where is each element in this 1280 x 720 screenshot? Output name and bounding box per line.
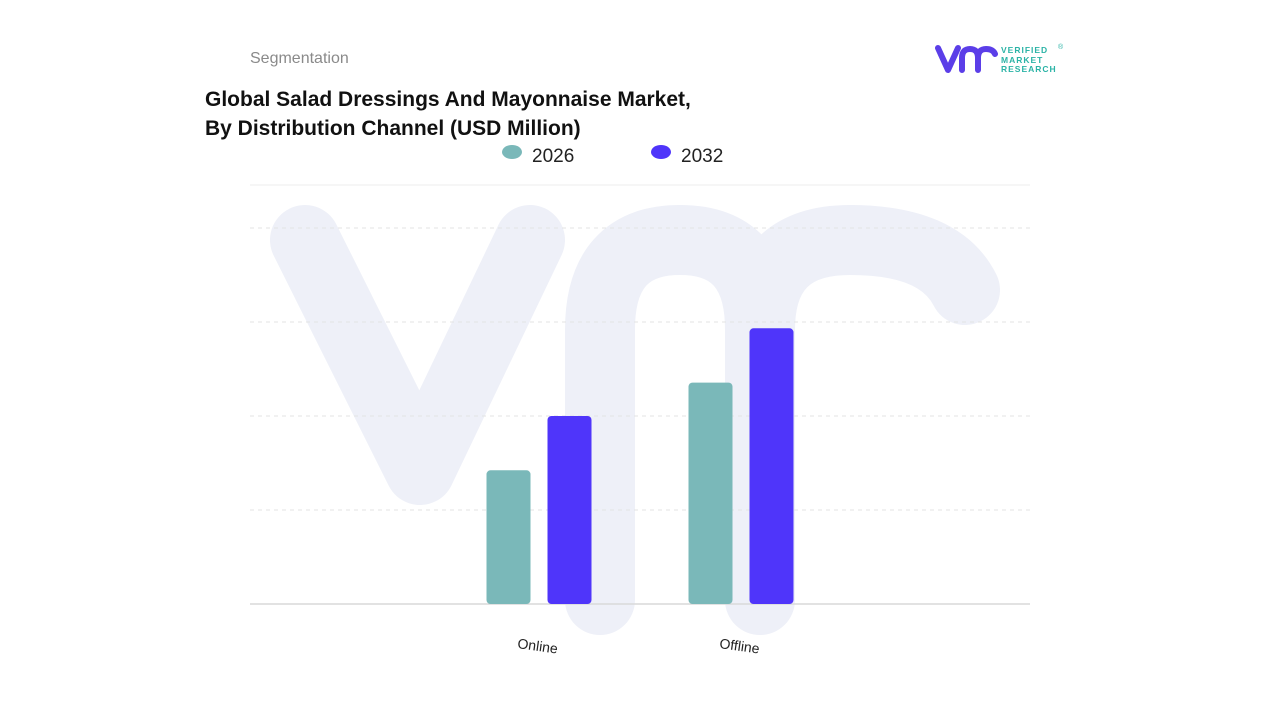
bar-online-2026 xyxy=(486,470,531,604)
registered-mark: ® xyxy=(1058,44,1064,51)
chart-title-line-2: By Distribution Channel (USD Million) xyxy=(205,117,581,140)
x-tick-label-offline: Offline xyxy=(719,635,761,656)
legend-swatch-2032 xyxy=(651,145,671,159)
legend-label-2032: 2032 xyxy=(681,146,723,167)
brand-logo: VERIFIED MARKET RESEARCH ® xyxy=(935,44,1075,76)
watermark-logo xyxy=(270,205,1000,635)
legend-swatch-2026 xyxy=(502,145,522,159)
legend-label-2026: 2026 xyxy=(532,146,574,167)
bar-offline-2026 xyxy=(688,382,733,604)
brand-word-market: MARKET xyxy=(1001,54,1044,65)
brand-word-verified: VERIFIED xyxy=(1001,45,1049,55)
chart-title: Global Salad Dressings And Mayonnaise Ma… xyxy=(205,85,805,143)
x-tick-label-online: Online xyxy=(517,635,560,657)
bar-online-2032 xyxy=(547,416,592,604)
chart-title-line-1: Global Salad Dressings And Mayonnaise Ma… xyxy=(205,88,691,111)
section-label: Segmentation xyxy=(250,50,349,67)
vmr-logo-icon xyxy=(935,45,998,73)
brand-word-research: RESEARCH xyxy=(1001,64,1057,74)
brand-wordmark: VERIFIED MARKET RESEARCH xyxy=(1001,45,1057,75)
bar-offline-2032 xyxy=(749,328,794,604)
